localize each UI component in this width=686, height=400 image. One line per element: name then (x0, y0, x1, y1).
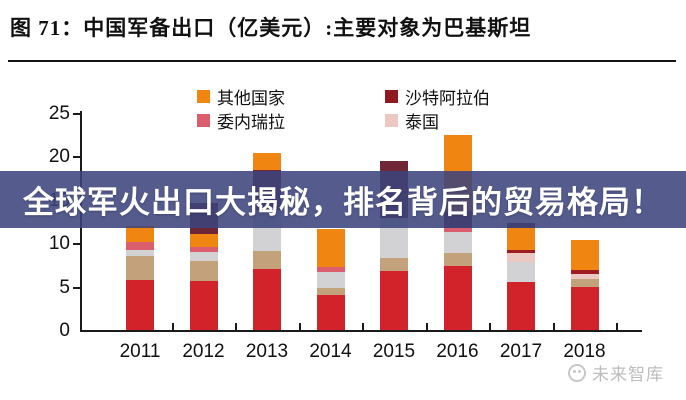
legend-swatch-icon (197, 113, 210, 127)
legend-item: 委内瑞拉 (197, 112, 285, 132)
legend-item: 沙特阿拉伯 (385, 88, 490, 108)
bar-segment-orange (189, 233, 218, 247)
bar-segment-gray (126, 250, 154, 257)
bar-segment-red (126, 279, 154, 330)
bar-segment-rose (316, 266, 345, 272)
bar-segment-gray (189, 251, 218, 262)
x-axis-label: 2014 (309, 341, 352, 362)
x-tick (235, 323, 238, 330)
x-axis-label: 2017 (499, 341, 543, 362)
bar-segment-orange (570, 240, 599, 271)
legend-item: 泰国 (385, 112, 439, 132)
bar-segment-tan (443, 252, 472, 266)
x-tick (362, 323, 365, 330)
legend-swatch-icon (197, 89, 210, 103)
y-tick (73, 286, 80, 289)
y-tick-label: 5 (59, 276, 70, 298)
x-tick (552, 323, 555, 330)
bar-2011 (126, 225, 154, 330)
x-axis-label: 2018 (563, 341, 606, 362)
legend-swatch-icon (385, 89, 398, 103)
bar-segment-tan (189, 261, 218, 282)
bar-segment-darkred (570, 270, 599, 274)
y-tick-label: 0 (59, 320, 70, 341)
bar-segment-gray (316, 271, 345, 289)
bar-2018 (570, 240, 599, 330)
bar-segment-tan (316, 288, 345, 296)
x-tick (171, 323, 174, 330)
bar-segment-gray (507, 261, 535, 283)
x-tick (425, 323, 428, 330)
y-tick-label: 10 (48, 233, 70, 255)
x-axis-label: 2013 (245, 341, 289, 362)
bar-segment-red (189, 281, 218, 330)
bar-segment-tan (570, 278, 599, 288)
bar-segment-tan (380, 257, 408, 271)
bar-segment-red (253, 269, 281, 330)
bar-segment-red (380, 270, 408, 330)
bar-segment-rose (189, 246, 218, 252)
bar-segment-orange (507, 227, 535, 251)
y-tick (73, 243, 80, 246)
bar-2017 (507, 223, 535, 330)
figure-title: 图 71：中国军备出口（亿美元）:主要对象为巴基斯坦 (10, 16, 532, 40)
x-tick (489, 323, 492, 330)
bar-segment-orange (126, 225, 154, 242)
bar-segment-red (316, 295, 345, 330)
x-axis-label: 2011 (119, 341, 161, 362)
x-tick (616, 323, 619, 330)
promo-overlay-banner: 全球军火出口大揭秘，排名背后的贸易格局！ (0, 171, 686, 228)
promo-banner-text: 全球军火出口大揭秘，排名背后的贸易格局！ (23, 185, 663, 220)
bar-2014 (316, 229, 345, 330)
y-tick-label: 25 (48, 103, 70, 124)
bar-segment-orange (253, 152, 281, 171)
bar-segment-lightpink (507, 253, 535, 262)
bar-segment-lightpink (570, 273, 599, 279)
bar-segment-tan (253, 251, 281, 270)
watermark-text: 未来智库 (592, 365, 664, 384)
bar-segment-red (507, 282, 535, 330)
x-tick (298, 323, 301, 330)
watermark: 未来智库 (568, 360, 664, 385)
bar-segment-red (443, 265, 472, 330)
bar-segment-rose (126, 241, 154, 251)
legend-label: 沙特阿拉伯 (405, 88, 490, 108)
bar-2016 (443, 134, 472, 330)
watermark-logo-icon (568, 363, 586, 382)
x-axis-line (80, 330, 642, 332)
legend-swatch-icon (385, 113, 398, 127)
legend-label: 其他国家 (217, 88, 285, 108)
bar-segment-rose (443, 227, 472, 232)
y-tick (73, 113, 80, 115)
bar-segment-orange (316, 229, 345, 267)
y-tick (73, 156, 80, 159)
bar-segment-tan (126, 256, 154, 280)
y-tick-label: 20 (48, 146, 70, 168)
x-axis-label: 2016 (436, 341, 479, 362)
bar-segment-red (570, 287, 599, 330)
legend-label: 委内瑞拉 (217, 112, 285, 132)
x-axis-label: 2012 (182, 341, 225, 362)
bar-segment-darkred (507, 250, 535, 254)
bar-segment-gray (443, 231, 472, 253)
x-axis-label: 2015 (372, 341, 416, 362)
title-divider (8, 60, 676, 62)
legend-label: 泰国 (405, 112, 439, 132)
legend-item: 其他国家 (197, 88, 285, 108)
